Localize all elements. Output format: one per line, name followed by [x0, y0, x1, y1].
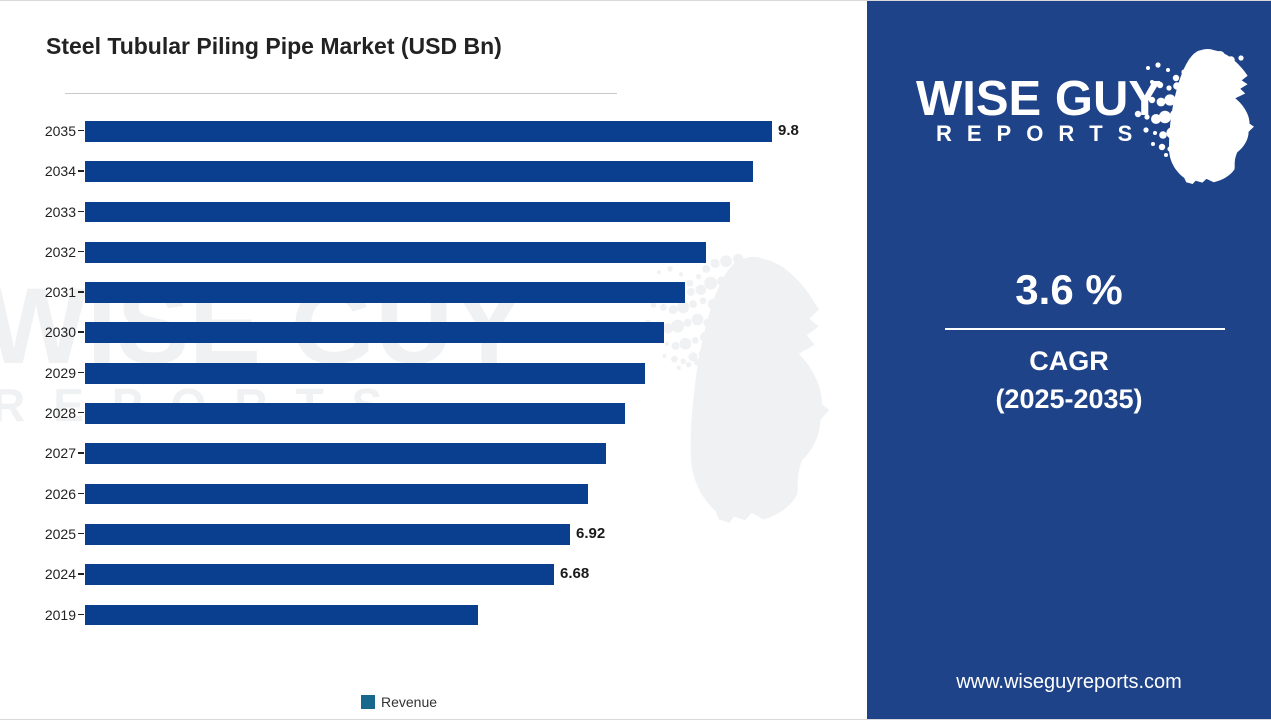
svg-text:WISE GUY: WISE GUY	[916, 72, 1161, 126]
svg-text:REPORTS: REPORTS	[936, 121, 1147, 146]
